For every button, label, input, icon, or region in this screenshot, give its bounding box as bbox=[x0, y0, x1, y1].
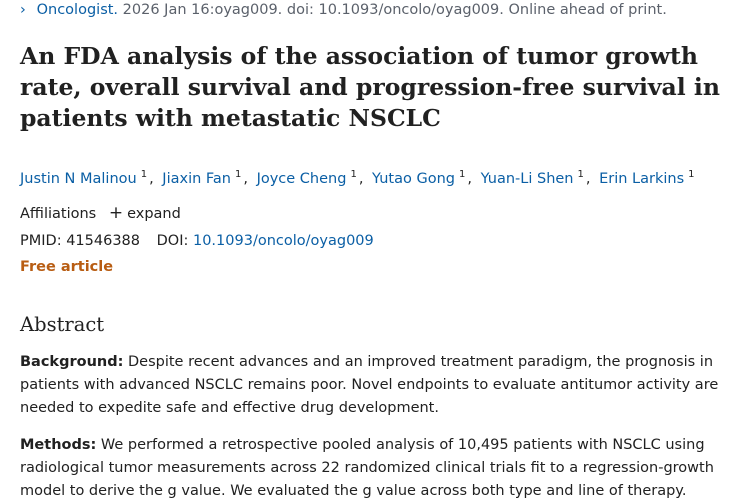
author-link[interactable]: Joyce Cheng bbox=[256, 171, 347, 187]
affiliation-number[interactable]: 1 bbox=[140, 169, 148, 180]
plus-icon: + bbox=[108, 203, 124, 223]
author-6: Erin Larkins 1 bbox=[599, 169, 696, 187]
expand-label: expand bbox=[127, 206, 181, 222]
author-2: Jiaxin Fan 1 bbox=[162, 169, 243, 187]
author-1: Justin N Malinou 1 bbox=[20, 169, 149, 187]
author-list: Justin N Malinou 1, Jiaxin Fan 1, Joyce Ch… bbox=[20, 169, 696, 187]
author-link[interactable]: Justin N Malinou bbox=[20, 171, 137, 187]
affiliation-number[interactable]: 1 bbox=[688, 169, 695, 180]
affiliations-label: Affiliations bbox=[20, 206, 97, 222]
affiliation-number[interactable]: 1 bbox=[577, 169, 584, 180]
author-link[interactable]: Jiaxin Fan bbox=[162, 171, 231, 187]
doi-link[interactable]: 10.1093/oncolo/oyag009 bbox=[192, 233, 374, 249]
methods-text: We performed a retrospective pooled anal… bbox=[20, 437, 714, 499]
background-label: Background: bbox=[20, 354, 124, 370]
journal-link[interactable]: Oncologist. bbox=[36, 2, 119, 18]
citation-details: 2026 Jan 16:oyag009. doi: 10.1093/oncolo… bbox=[118, 2, 667, 18]
author-link[interactable]: Yuan-Li Shen bbox=[480, 171, 574, 187]
author-link[interactable]: Yutao Gong bbox=[372, 171, 455, 187]
affiliation-number[interactable]: 1 bbox=[350, 169, 357, 180]
methods-label: Methods: bbox=[20, 437, 97, 453]
abstract-methods: Methods: We performed a retrospective po… bbox=[20, 434, 725, 503]
author-5: Yuan-Li Shen 1 bbox=[480, 169, 586, 187]
abstract-background: Background: Despite recent advances and … bbox=[20, 351, 725, 420]
chevron-right-icon[interactable]: › bbox=[20, 2, 26, 18]
author-4: Yutao Gong 1 bbox=[372, 169, 467, 187]
expand-affiliations-button[interactable]: + expand bbox=[108, 203, 181, 223]
affiliation-number[interactable]: 1 bbox=[458, 169, 466, 180]
author-link[interactable]: Erin Larkins bbox=[599, 171, 685, 187]
author-3: Joyce Cheng 1 bbox=[256, 169, 359, 187]
pmid-value: 41546388 bbox=[66, 233, 141, 249]
free-article-badge: Free article bbox=[20, 259, 114, 275]
abstract-heading: Abstract bbox=[20, 313, 105, 336]
article-title: An FDA analysis of the association of tu… bbox=[20, 42, 720, 132]
doi-label: DOI: bbox=[156, 233, 189, 249]
affiliation-number[interactable]: 1 bbox=[234, 169, 242, 180]
affiliations-toggle: Affiliations + expand bbox=[20, 203, 181, 223]
identifier-line: PMID: 41546388 DOI: 10.1093/oncolo/oyag0… bbox=[20, 233, 374, 249]
pmid-label: PMID: bbox=[20, 233, 62, 249]
citation-line: › Oncologist. 2026 Jan 16:oyag009. doi: … bbox=[20, 2, 667, 18]
background-text: Despite recent advances and an improved … bbox=[20, 354, 719, 416]
